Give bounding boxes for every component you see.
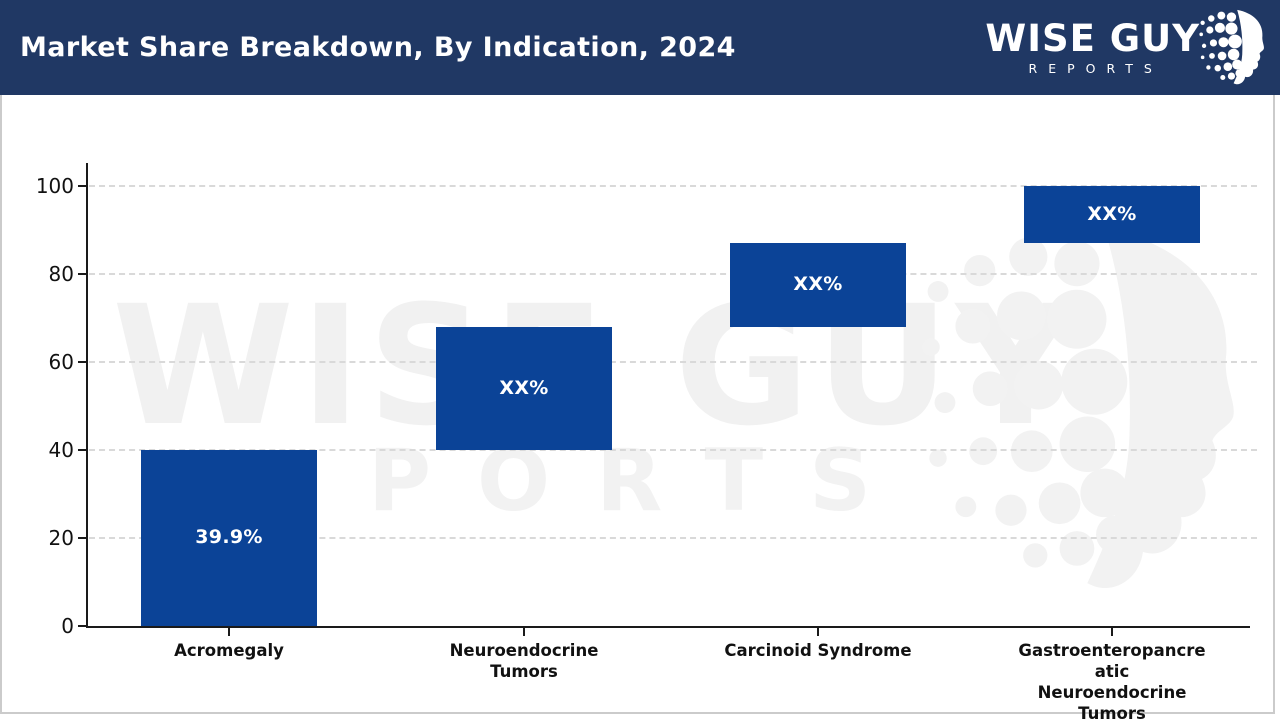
y-tick-label-80: 80 (48, 262, 74, 286)
x-category-label-2: Neuroendocrine Tumors (449, 641, 599, 681)
y-axis-line (86, 163, 88, 628)
y-tick-100 (78, 185, 86, 187)
x-tick-4 (1111, 628, 1113, 636)
y-tick-label-0: 0 (61, 614, 74, 638)
y-tick-label-100: 100 (35, 174, 74, 198)
y-tick-label-20: 20 (48, 526, 74, 550)
y-tick-20 (78, 537, 86, 539)
x-axis-line (86, 626, 1250, 628)
bar-3: XX% (730, 243, 906, 327)
y-tick-80 (78, 273, 86, 275)
y-tick-0 (78, 625, 86, 627)
bar-value-label: XX% (1087, 202, 1137, 225)
page-title: Market Share Breakdown, By Indication, 2… (20, 32, 736, 63)
bar-value-label: XX% (793, 272, 843, 295)
gridline-y100 (89, 185, 1257, 187)
bar-1: 39.9% (141, 450, 317, 626)
logo-subtitle: REPORTS (1028, 60, 1163, 76)
x-category-label-3: Carcinoid Syndrome (724, 641, 912, 660)
bar-4: XX% (1024, 186, 1200, 244)
y-tick-label-60: 60 (48, 350, 74, 374)
bar-value-label: XX% (499, 376, 549, 399)
gridline-y20 (89, 537, 1257, 539)
watermark-face-icon (922, 228, 1234, 589)
x-tick-1 (228, 628, 230, 636)
x-tick-2 (523, 628, 525, 636)
y-tick-60 (78, 361, 86, 363)
bar-value-label: 39.9% (195, 526, 263, 549)
x-tick-3 (817, 628, 819, 636)
x-category-label-4: Gastroenteropancre atic Neuroendocrine T… (1018, 641, 1206, 723)
y-tick-label-40: 40 (48, 438, 74, 462)
header-bar: Market Share Breakdown, By Indication, 2… (0, 0, 1280, 95)
bar-2: XX% (436, 326, 612, 451)
watermark-subtitle: PORTS (368, 431, 918, 531)
wise-guy-reports-logo: WISE GUY REPORTS (985, 8, 1266, 88)
x-category-label-1: Acromegaly (174, 641, 284, 660)
gridline-y40 (89, 449, 1257, 451)
gridline-y60 (89, 361, 1257, 363)
logo-wordmark: WISE GUY (985, 16, 1200, 60)
logo-text: WISE GUY REPORTS (985, 20, 1200, 76)
y-tick-40 (78, 449, 86, 451)
logo-face-icon (1199, 9, 1264, 84)
gridline-y80 (89, 273, 1257, 275)
